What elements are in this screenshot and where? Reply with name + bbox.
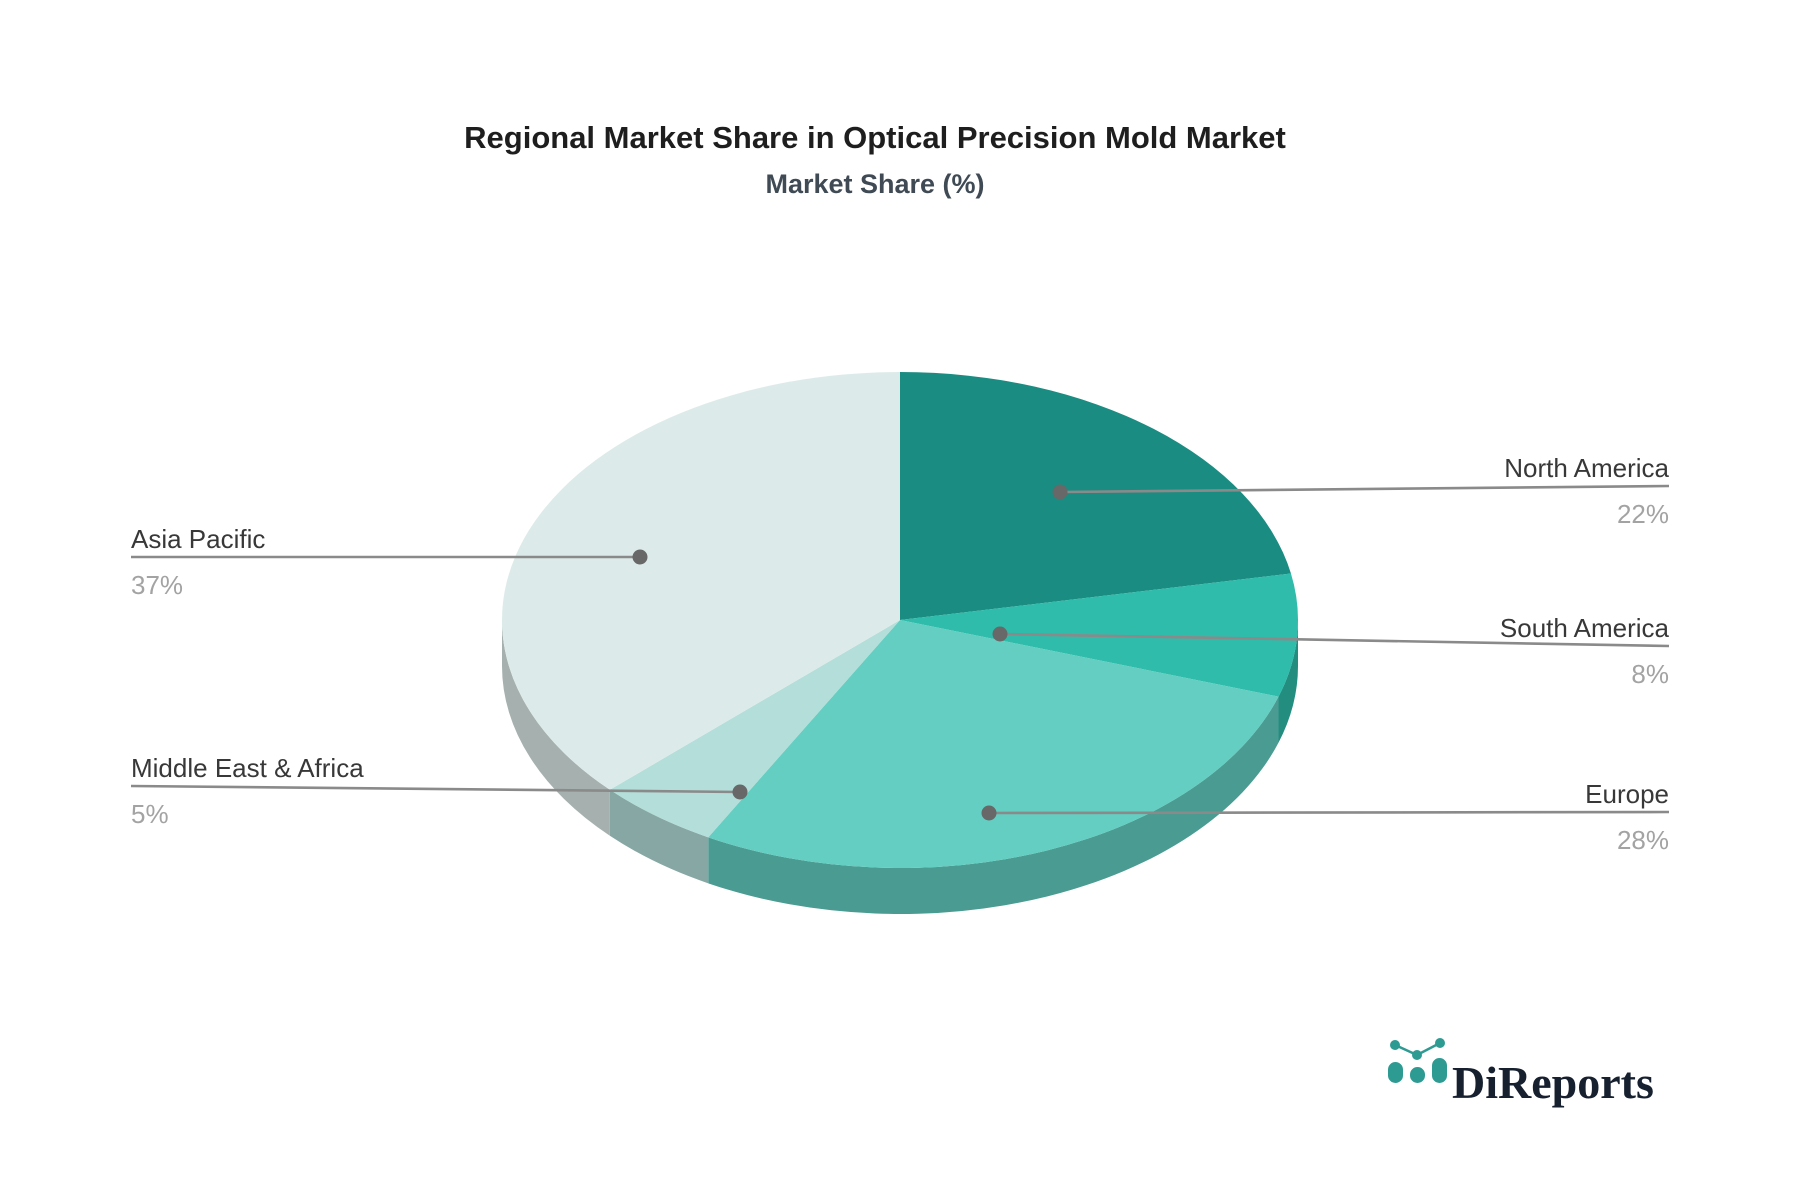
leader-line [999,632,1670,648]
callout-label: North America [1504,453,1669,483]
leader-line [988,810,1670,815]
logo-bar-2 [1410,1067,1425,1083]
leader-line [1059,484,1670,494]
leader-dot [981,805,997,821]
callouts: North America 22% South America 8% Europe 28%… [130,453,1670,855]
callout-label: Middle East & Africa [131,753,364,783]
slice-south-america-side [1278,620,1298,743]
callout-middle-east-africa: Middle East & Africa 5% [130,753,748,829]
slice-asia-pacific[interactable] [501,372,900,790]
logo-bar-1 [1388,1062,1403,1083]
slice-europe[interactable] [708,620,1279,868]
callout-asia-pacific: Asia Pacific 37% [131,524,648,600]
chart-subtitle: Market Share (%) [765,169,984,199]
brand-name: DiReports [1452,1057,1654,1108]
callout-value: 5% [131,799,169,829]
brand-logo: DiReports [1388,1038,1654,1108]
slice-north-america[interactable] [900,372,1291,620]
leader-dot [632,549,648,565]
leader-dot [732,784,748,800]
callout-value: 22% [1617,499,1669,529]
logo-dot-3 [1435,1038,1445,1048]
callout-south-america: South America 8% [992,613,1670,689]
chart-title: Regional Market Share in Optical Precisi… [464,120,1286,155]
pie [501,372,1299,914]
callout-value: 8% [1631,659,1669,689]
logo-bar-3 [1432,1058,1447,1083]
callout-value: 28% [1617,825,1669,855]
logo-dot-2 [1412,1050,1422,1060]
leader-dot [992,626,1008,642]
logo-dot-1 [1390,1040,1400,1050]
slice-middle-east-africa-side [609,789,709,884]
slice-europe-side [708,696,1279,914]
leader-line [130,784,741,794]
callout-value: 37% [131,570,183,600]
leader-dot [1052,484,1068,500]
slice-middle-east-africa[interactable] [609,620,900,838]
callout-label: Asia Pacific [131,524,265,554]
callout-europe: Europe 28% [981,779,1670,855]
slice-asia-pacific-side [502,620,610,836]
callout-north-america: North America 22% [1052,453,1670,529]
callout-label: Europe [1585,779,1669,809]
callout-label: South America [1500,613,1670,643]
